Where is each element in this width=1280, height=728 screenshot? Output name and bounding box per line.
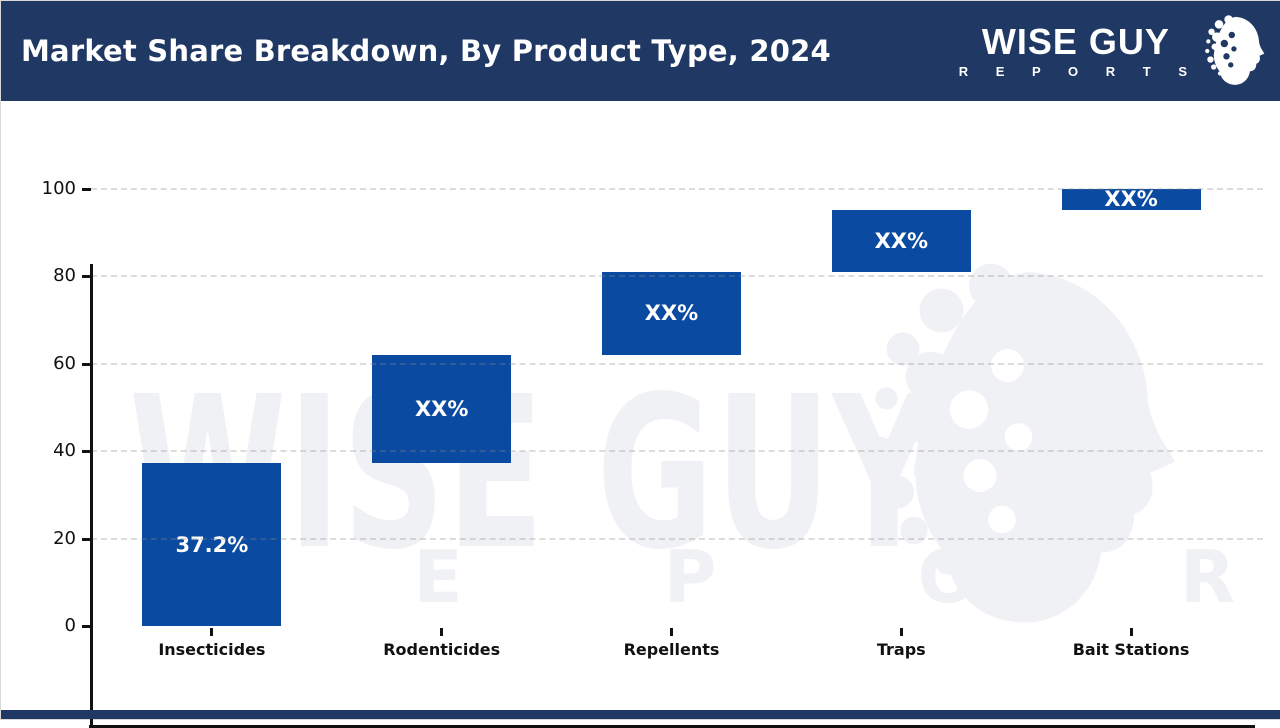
page-title: Market Share Breakdown, By Product Type,…	[21, 34, 831, 68]
category-label-1: Rodenticides	[383, 640, 501, 659]
y-tick-label-100: 100	[41, 177, 76, 199]
gridline-80	[91, 275, 1263, 277]
category-label-2: Repellents	[623, 640, 720, 659]
y-tick-label-20: 20	[53, 527, 76, 549]
y-tick-80	[82, 275, 91, 278]
y-axis-spine	[90, 264, 93, 728]
bar-value-label: XX%	[414, 397, 469, 421]
gridline-60	[91, 362, 1263, 365]
footer-bar	[1, 710, 1280, 719]
y-tick-0	[82, 625, 91, 628]
y-tick-label-60: 60	[53, 352, 76, 374]
bar-bait-stations: XX%	[1061, 187, 1201, 212]
bar-value-label: XX%	[644, 301, 699, 326]
bar-traps: XX%	[831, 210, 971, 272]
y-tick-label-40: 40	[53, 440, 76, 461]
x-tick-4	[1129, 628, 1133, 636]
y-tick-20	[82, 537, 91, 541]
waterfall-chart: WISE GUY R E P O R T S 02040608010037.2%…	[1, 101, 1280, 728]
y-tick-40	[82, 450, 91, 453]
bar-value-label: XX%	[874, 229, 929, 253]
y-tick-label-0: 0	[64, 615, 76, 636]
wiseguy-logo: WISE GUY R E P O R T S	[953, 12, 1267, 90]
bar-value-label: 37.2%	[175, 532, 249, 557]
logo-subtitle: R E P O R T S	[958, 64, 1199, 79]
gridline-40	[91, 450, 1263, 452]
bar-insecticides: 37.2%	[142, 463, 282, 626]
gridline-20	[91, 537, 1263, 540]
watermark-head-icon	[870, 263, 1176, 623]
x-tick-2	[670, 628, 673, 636]
x-tick-3	[899, 628, 903, 636]
category-label-4: Bait Stations	[1072, 640, 1190, 659]
bar-value-label: XX%	[1104, 187, 1158, 212]
x-tick-0	[210, 628, 214, 636]
bar-rodenticides: XX%	[372, 354, 512, 464]
y-tick-100	[82, 187, 91, 191]
x-tick-1	[440, 628, 444, 636]
bar-repellents: XX%	[602, 271, 741, 355]
header-bar: Market Share Breakdown, By Product Type,…	[1, 1, 1280, 101]
y-tick-60	[82, 362, 91, 366]
category-label-3: Traps	[876, 640, 926, 659]
category-label-0: Insecticides	[158, 640, 266, 659]
logo-text: WISE GUY R E P O R T S	[953, 21, 1199, 79]
y-tick-label-80: 80	[53, 265, 76, 286]
logo-wordmark: WISE GUY	[981, 21, 1170, 62]
head-profile-icon	[1205, 15, 1265, 85]
gridline-100	[91, 187, 1263, 190]
